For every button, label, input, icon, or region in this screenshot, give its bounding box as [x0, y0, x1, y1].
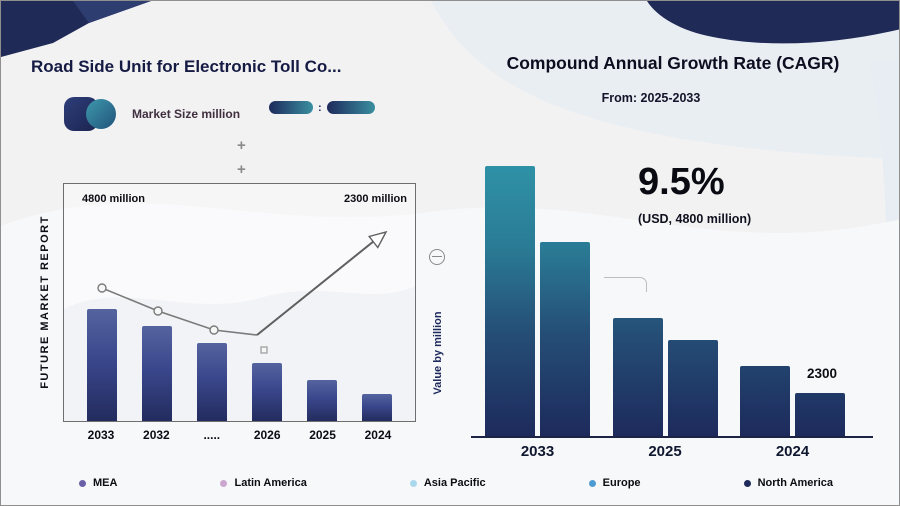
gradient-pill [326, 101, 375, 114]
cagr-subtitle: From: 2025-2033 [601, 91, 701, 105]
x-label-2024: 2024 [364, 428, 392, 442]
year-label-2025: 2025 [648, 443, 682, 460]
pill-separator: : [318, 101, 322, 114]
market-size-icon [64, 96, 120, 132]
bar-2024-1 [740, 366, 790, 436]
bar-group-2033: 2033 [485, 166, 590, 460]
bar-column-2024 [357, 394, 397, 421]
year-label-2033: 2033 [520, 443, 555, 460]
legend-item-latin-america: Latin America [220, 477, 307, 489]
bar-2032 [142, 326, 172, 421]
bar-2025-2 [667, 340, 718, 436]
legend-label: Asia Pacific [423, 477, 486, 489]
bar-2025 [307, 380, 337, 421]
legend-item-north-america: North America [743, 477, 833, 489]
bar-2033-1 [485, 166, 535, 436]
bar-column-2032 [137, 326, 177, 421]
bar-..... [197, 343, 227, 421]
bar-group-2024: 2300 2024 [740, 366, 845, 460]
legend-label: North America [757, 477, 833, 489]
bar-2026 [252, 363, 282, 421]
legend-item-europe: Europe [588, 477, 641, 489]
annotation-2300: 2300 million [344, 193, 407, 205]
x-label-2025: 2025 [309, 428, 336, 442]
future-market-report-label: FUTURE MARKET REPORT [39, 215, 51, 389]
x-label-2033: 2033 [87, 428, 115, 442]
bar-2025-1 [612, 318, 663, 436]
value-by-million-label: Value by million [432, 311, 444, 395]
bar-2033 [87, 309, 117, 421]
plus-decor-icon: + [237, 137, 246, 154]
legend-pills: : [269, 101, 375, 114]
arrow-head-icon [367, 230, 388, 249]
left-x-labels: 2033 2032..... 2026 2025 2024 [63, 428, 416, 442]
left-chart-title: Road Side Unit for Electronic Toll Co... [31, 57, 342, 76]
bracket-decor [604, 277, 647, 292]
legend-dot-icon [220, 479, 228, 487]
year-label-2024: 2024 [775, 443, 810, 460]
plus-decor-icon: + [237, 161, 246, 178]
annotation-2300: 2300 [806, 366, 837, 381]
circle-minus-icon [429, 249, 445, 265]
bar-column-2026 [247, 363, 287, 421]
legend-label: MEA [93, 477, 118, 489]
shape-circle [86, 99, 116, 129]
trend-line [97, 230, 388, 354]
market-size-label: Market Size million [132, 107, 241, 121]
bar-group-2025: 2025 [612, 318, 718, 460]
legend-dot-icon [409, 479, 417, 487]
bar-2024-2 [795, 393, 845, 436]
gradient-pill [269, 101, 313, 114]
legend-dot-icon [588, 479, 596, 487]
left-chart: 4800 million 2300 million [63, 183, 416, 422]
annotation-4800: 4800 million [82, 193, 145, 205]
x-label-2032: 2032 [143, 428, 170, 442]
cagr-value: 9.5% [638, 161, 725, 203]
legend-dot-icon [743, 479, 751, 487]
bar-column-2025 [302, 380, 342, 421]
legend-item-mea: MEA [79, 477, 117, 489]
legend-label: Europe [602, 477, 641, 489]
x-label-2026: 2026 [253, 428, 281, 442]
legend-dot-icon [79, 479, 86, 487]
bar-column-2033 [82, 309, 122, 421]
cagr-detail: (USD, 4800 million) [638, 212, 752, 226]
legend-label: Latin America [234, 477, 307, 489]
x-label-.....: ..... [203, 428, 221, 442]
bar-2033-2 [540, 242, 590, 436]
left-bars [64, 309, 415, 421]
bar-column-..... [192, 343, 232, 421]
legend-item-asia-pacific: Asia Pacific [409, 477, 486, 489]
right-chart: 2033 2025 2300 2024 [471, 161, 873, 460]
bar-2024 [362, 394, 392, 421]
market-size-legend: Market Size million [64, 95, 284, 133]
region-legend: MEA Latin America Asia Pacific Europe North … [79, 477, 833, 489]
cagr-title: Compound Annual Growth Rate (CAGR) [506, 53, 840, 73]
